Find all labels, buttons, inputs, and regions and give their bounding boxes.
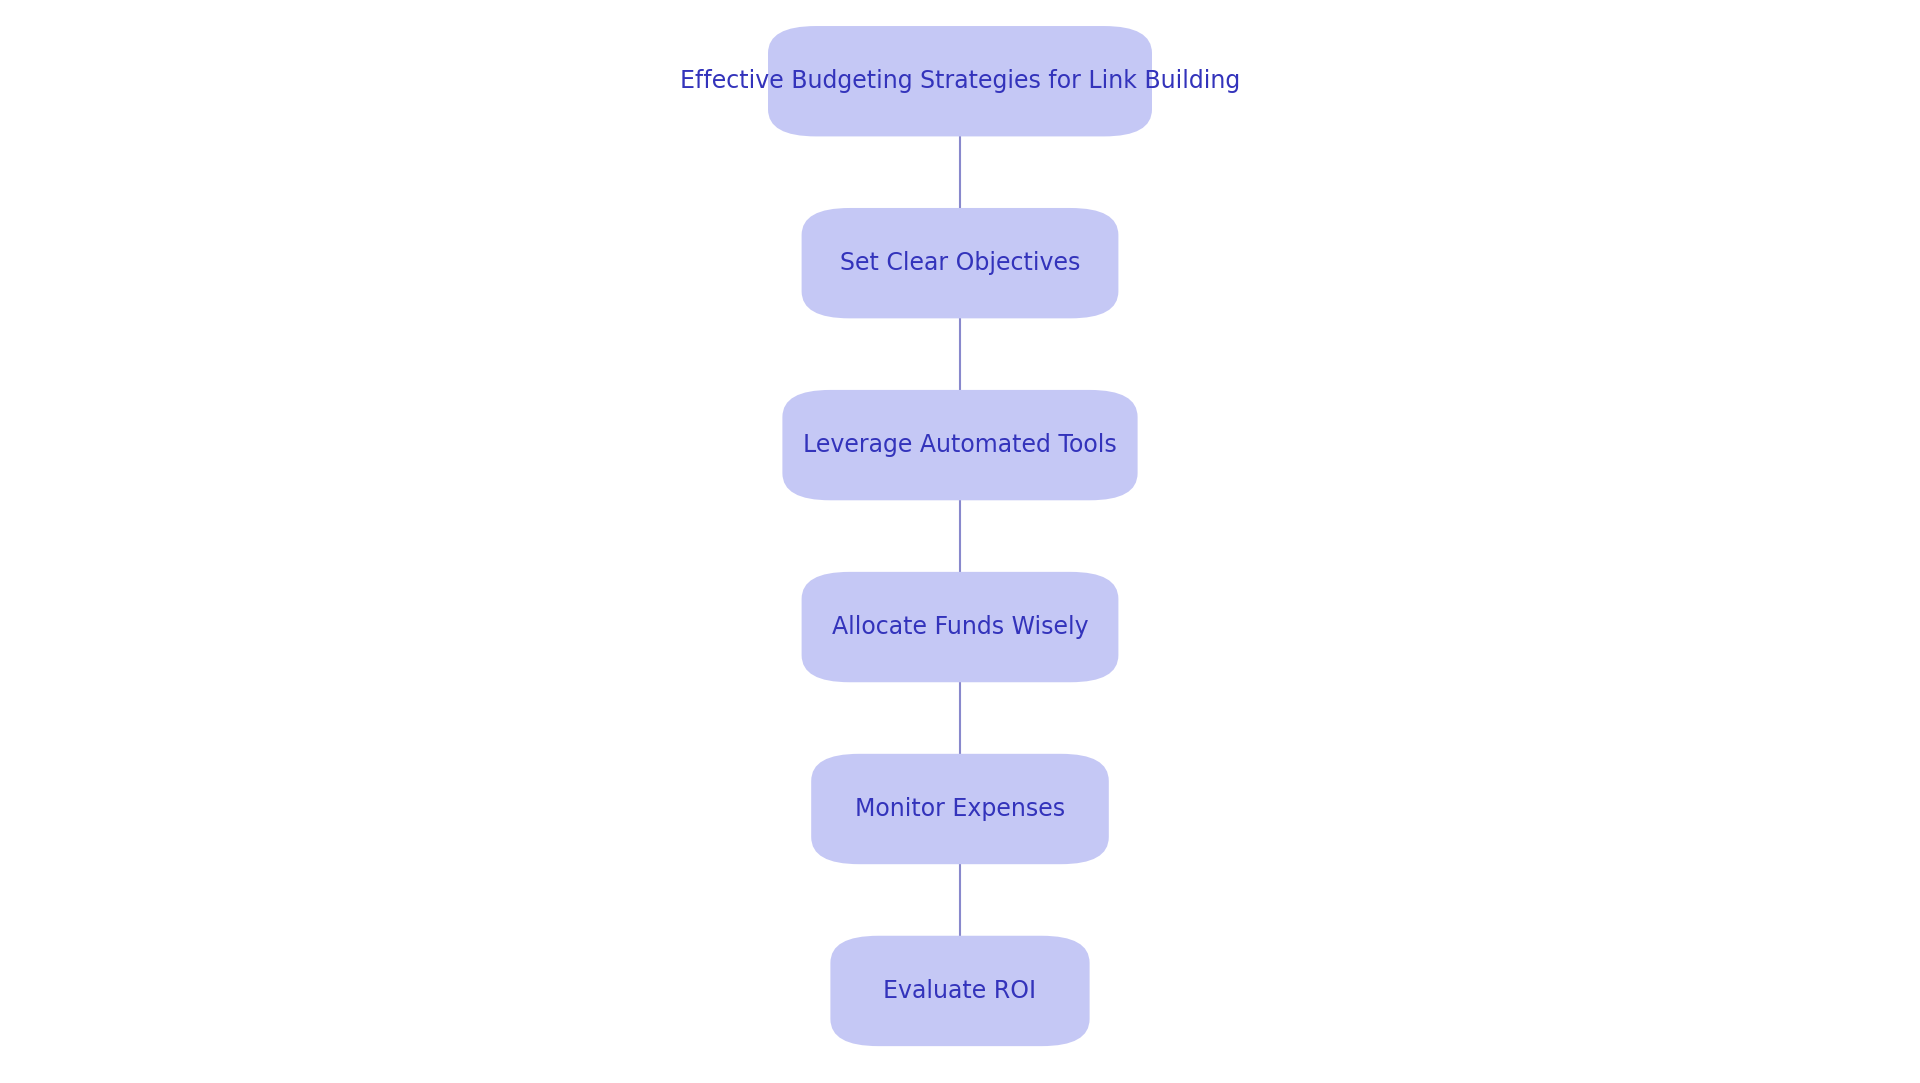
FancyBboxPatch shape	[768, 26, 1152, 136]
FancyBboxPatch shape	[801, 572, 1117, 682]
Text: Allocate Funds Wisely: Allocate Funds Wisely	[831, 615, 1089, 639]
FancyBboxPatch shape	[801, 208, 1117, 318]
Text: Monitor Expenses: Monitor Expenses	[854, 797, 1066, 821]
FancyBboxPatch shape	[829, 936, 1089, 1046]
Text: Set Clear Objectives: Set Clear Objectives	[839, 251, 1081, 275]
FancyBboxPatch shape	[783, 390, 1137, 500]
FancyBboxPatch shape	[810, 754, 1110, 864]
Text: Effective Budgeting Strategies for Link Building: Effective Budgeting Strategies for Link …	[680, 69, 1240, 93]
Text: Leverage Automated Tools: Leverage Automated Tools	[803, 433, 1117, 457]
Text: Evaluate ROI: Evaluate ROI	[883, 979, 1037, 1003]
